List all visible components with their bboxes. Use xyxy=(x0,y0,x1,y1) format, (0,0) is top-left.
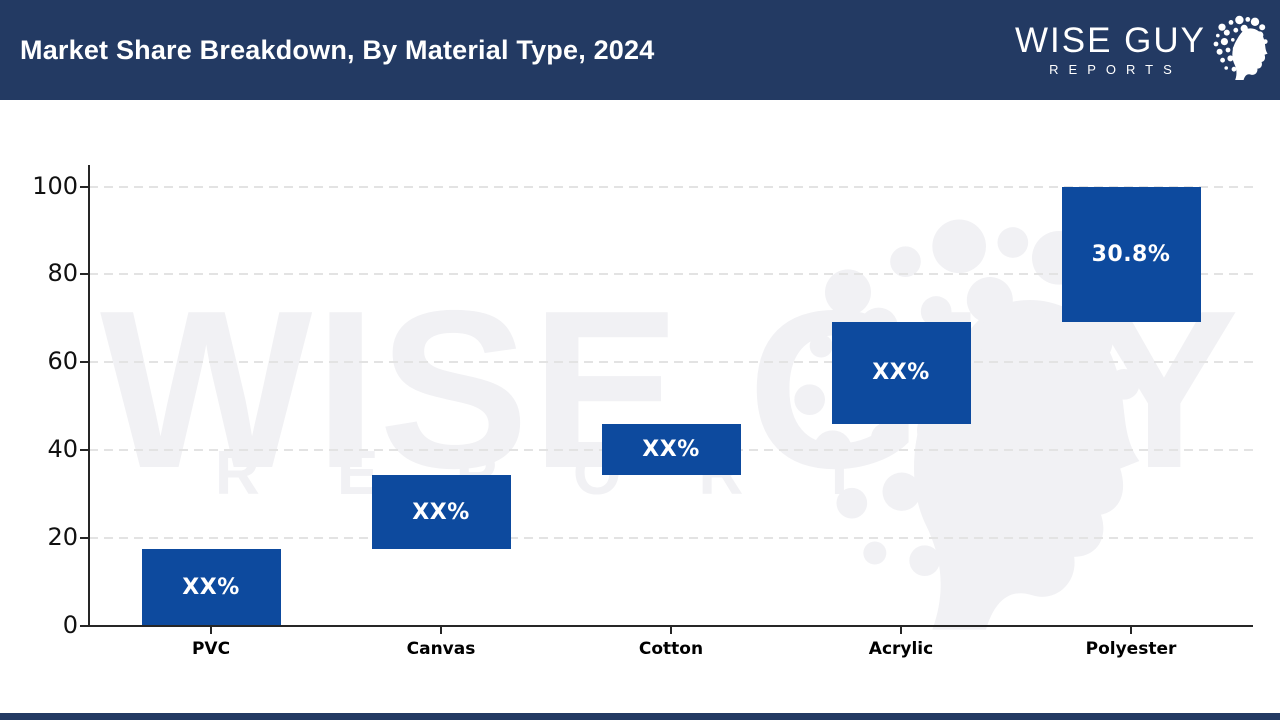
x-tick-label-acrylic: Acrylic xyxy=(868,638,934,659)
brand-name: WISE GUY xyxy=(1014,21,1206,61)
y-tick-label-80: 80 xyxy=(47,259,78,288)
footer-strip xyxy=(0,713,1280,720)
bar-canvas: XX% xyxy=(371,475,511,550)
x-tick-label-polyester: Polyester xyxy=(1085,638,1177,659)
brand-head-icon xyxy=(1213,15,1268,80)
y-tick-label-40: 40 xyxy=(47,434,78,463)
y-tick-label-20: 20 xyxy=(47,522,78,551)
x-tick-canvas xyxy=(440,626,442,634)
header-bar: Market Share Breakdown, By Material Type… xyxy=(0,0,1280,100)
bar-value-label-polyester: 30.8% xyxy=(1091,241,1171,267)
bar-cotton: XX% xyxy=(601,423,741,476)
bar-value-label-canvas: XX% xyxy=(412,499,470,525)
bar-polyester: 30.8% xyxy=(1061,186,1201,322)
y-tick-label-0: 0 xyxy=(62,610,78,639)
x-tick-pvc xyxy=(210,626,212,634)
bar-value-label-cotton: XX% xyxy=(642,437,700,463)
x-tick-polyester xyxy=(1130,626,1132,634)
x-tick-label-pvc: PVC xyxy=(191,638,231,659)
y-tick-label-60: 60 xyxy=(47,347,78,376)
chart-area: WISE GUY R E P O R T S 020406080100XX%XX… xyxy=(0,100,1280,713)
y-tick-100 xyxy=(80,185,89,188)
y-tick-40 xyxy=(80,448,89,451)
brand-logo: WISE GUY REPORTS xyxy=(1015,12,1280,88)
x-tick-cotton xyxy=(670,626,672,634)
y-tick-label-100: 100 xyxy=(32,171,78,200)
x-axis-line xyxy=(87,624,1253,627)
y-tick-80 xyxy=(80,273,89,276)
y-tick-60 xyxy=(80,361,89,364)
x-tick-label-canvas: Canvas xyxy=(406,638,476,659)
y-tick-20 xyxy=(80,536,89,539)
gridline-100 xyxy=(89,185,1253,188)
bar-value-label-acrylic: XX% xyxy=(872,360,930,386)
bar-pvc: XX% xyxy=(141,549,281,626)
x-tick-label-cotton: Cotton xyxy=(638,638,704,659)
gridline-80 xyxy=(89,273,1253,276)
y-tick-0 xyxy=(80,624,89,627)
gridline-20 xyxy=(89,536,1253,539)
brand-subtitle: REPORTS xyxy=(1049,61,1182,77)
y-axis-line xyxy=(87,165,90,627)
bar-value-label-pvc: XX% xyxy=(182,574,240,600)
gridline-60 xyxy=(89,361,1253,364)
bar-acrylic: XX% xyxy=(831,321,971,424)
x-tick-acrylic xyxy=(900,626,902,634)
brand-logo-text: WISE GUY REPORTS xyxy=(1014,21,1206,77)
chart-title: Market Share Breakdown, By Material Type… xyxy=(20,34,655,65)
